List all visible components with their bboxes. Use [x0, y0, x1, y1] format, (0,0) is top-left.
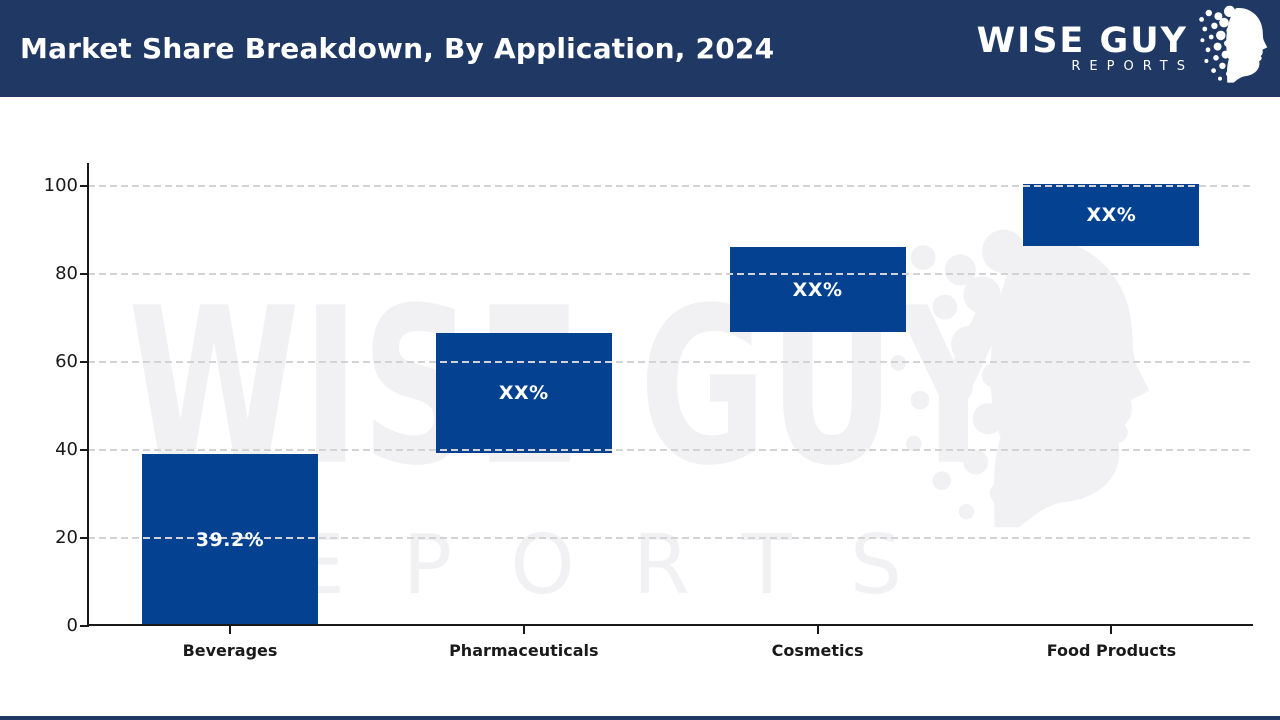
x-axis-spine [87, 624, 1253, 626]
chart-title: Market Share Breakdown, By Application, … [20, 32, 775, 65]
wiseguy-logo: WISE GUY REPORTS [977, 5, 1280, 93]
y-tick-label: 20 [55, 527, 78, 548]
y-tick-mark [80, 537, 88, 539]
header-band: Market Share Breakdown, By Application, … [0, 0, 1280, 97]
bar-segment [729, 247, 906, 332]
x-tick-mark [816, 626, 819, 634]
footer-strip [0, 716, 1280, 720]
x-category-label: Food Products [1046, 641, 1177, 660]
gridline [88, 449, 1253, 451]
y-tick-mark [80, 625, 88, 627]
y-tick-mark [80, 449, 88, 451]
logo-subtitle: REPORTS [1071, 58, 1194, 74]
y-tick-mark [80, 361, 88, 363]
x-category-label: Beverages [182, 641, 278, 660]
x-tick-mark [522, 626, 525, 634]
y-tick-mark [80, 185, 88, 187]
y-axis-spine [87, 163, 89, 627]
y-tick-label: 80 [55, 263, 78, 284]
logo-text: WISE GUY REPORTS [977, 23, 1188, 75]
bar-value-label: XX% [498, 382, 549, 405]
logo-wordmark: WISE GUY [976, 20, 1188, 61]
y-tick-label: 0 [66, 615, 78, 636]
bar-value-label: XX% [792, 279, 843, 302]
bar-segment [142, 453, 318, 625]
y-tick-label: 40 [55, 439, 78, 460]
x-tick-mark [229, 626, 231, 634]
y-tick-mark [80, 273, 88, 275]
gridline [88, 185, 1253, 187]
y-tick-label: 100 [43, 175, 78, 196]
gridline [88, 537, 1253, 539]
bar-value-label: XX% [1086, 204, 1137, 227]
x-category-label: Pharmaceuticals [449, 641, 599, 660]
gridline [88, 273, 1253, 275]
x-category-label: Cosmetics [771, 641, 864, 660]
bar-segment [435, 332, 612, 453]
y-tick-label: 60 [55, 351, 78, 372]
x-tick-mark [1110, 626, 1113, 634]
bar-value-label: 39.2% [195, 528, 265, 551]
gridline [88, 361, 1253, 363]
